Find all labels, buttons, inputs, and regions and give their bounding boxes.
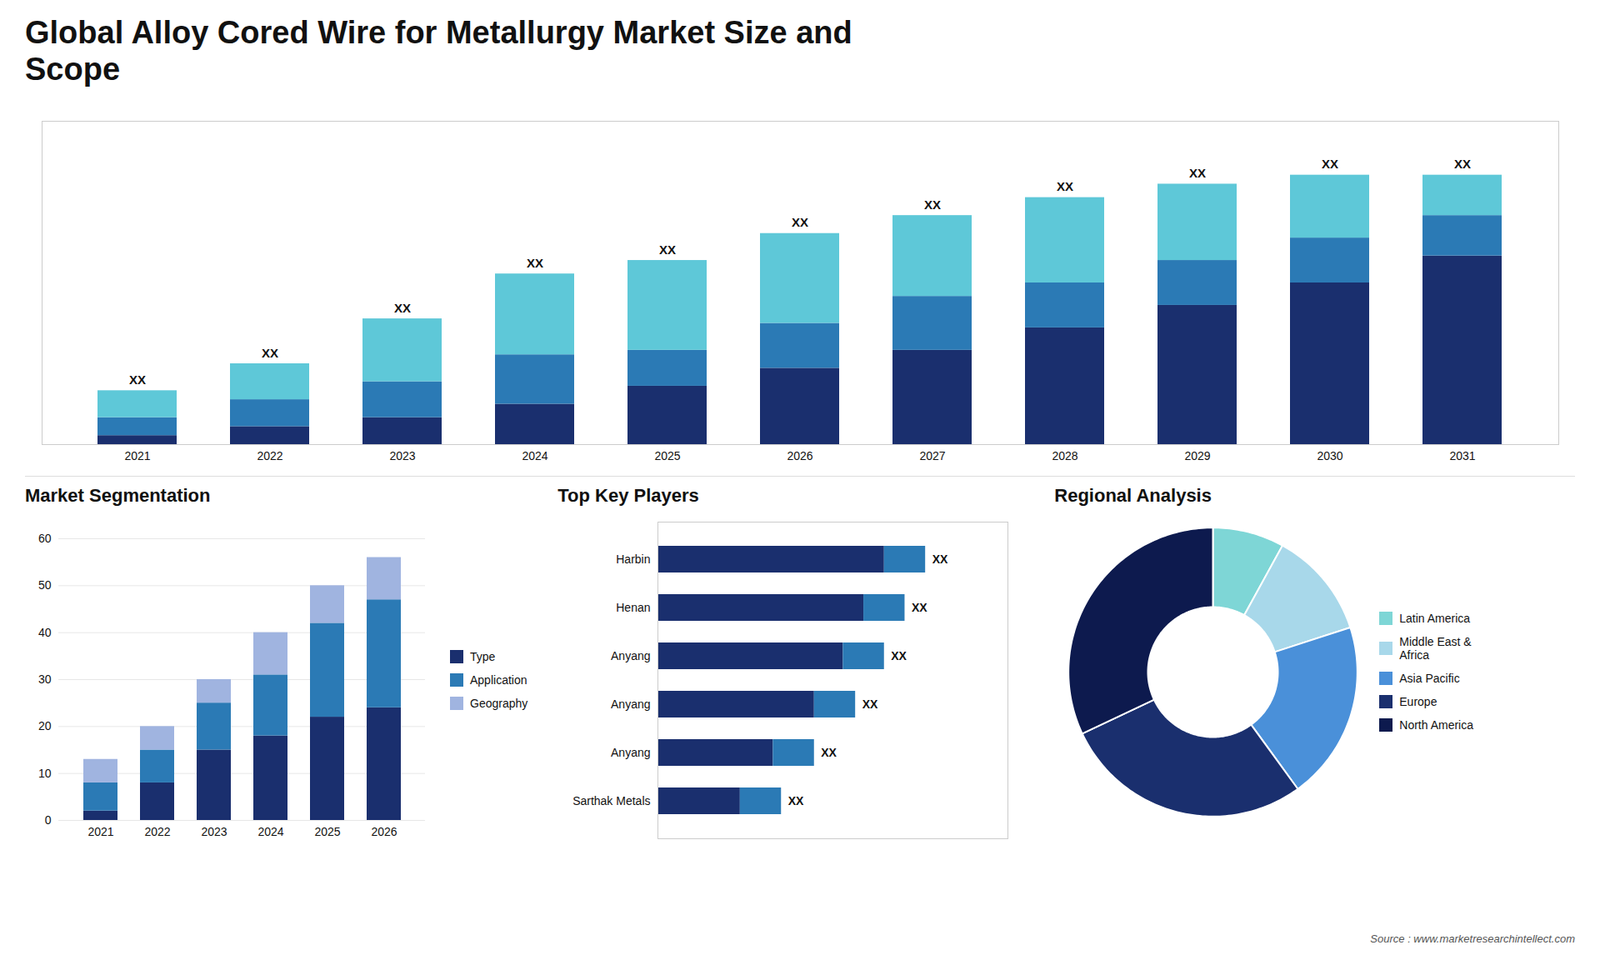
svg-text:XX: XX <box>129 372 146 387</box>
svg-text:2021: 2021 <box>124 450 150 464</box>
html-text:Middle East & Africa: Middle East & Africa <box>1399 635 1472 662</box>
svg-text:2023: 2023 <box>389 450 415 464</box>
svg-text:2023: 2023 <box>200 825 227 840</box>
svg-text:Anyang: Anyang <box>610 697 650 711</box>
svg-text:2031: 2031 <box>1449 450 1475 464</box>
svg-text:2026: 2026 <box>786 450 813 464</box>
svg-text:XX: XX <box>911 600 928 615</box>
html-text:Top Key Players: Top Key Players <box>557 485 699 507</box>
svg-text:XX: XX <box>526 255 544 270</box>
html-text:Geography: Geography <box>470 697 528 711</box>
svg-text:20: 20 <box>38 720 52 734</box>
html-text:Source : www.marketresearchint: Source : www.marketresearchintellect.com <box>1370 932 1575 945</box>
svg-text:XX: XX <box>924 197 941 212</box>
svg-text:XX: XX <box>1454 157 1471 172</box>
svg-text:2021: 2021 <box>87 825 114 840</box>
svg-text:2028: 2028 <box>1051 450 1078 464</box>
svg-text:XX: XX <box>659 242 676 257</box>
html-text:Global Alloy Cored Wire for Me: Global Alloy Cored Wire for Metallurgy M… <box>25 15 853 87</box>
svg-text:XX: XX <box>791 215 809 230</box>
svg-text:XX: XX <box>1056 179 1074 194</box>
svg-text:Harbin: Harbin <box>616 552 651 566</box>
svg-text:XX: XX <box>862 697 879 711</box>
svg-text:XX: XX <box>1189 165 1206 180</box>
svg-text:2029: 2029 <box>1184 450 1210 464</box>
html-text:Type: Type <box>470 650 496 664</box>
svg-text:0: 0 <box>45 813 52 827</box>
svg-text:Henan: Henan <box>616 600 651 615</box>
svg-text:Anyang: Anyang <box>610 745 650 760</box>
svg-text:2022: 2022 <box>256 450 283 464</box>
html-text:Latin America: Latin America <box>1399 612 1471 626</box>
html-text:Market Segmentation: Market Segmentation <box>25 485 211 507</box>
svg-text:2026: 2026 <box>370 825 397 840</box>
svg-text:2025: 2025 <box>314 825 340 840</box>
svg-text:XX: XX <box>261 345 279 360</box>
svg-text:XX: XX <box>821 745 838 760</box>
svg-text:XX: XX <box>891 649 908 663</box>
html-text:Application: Application <box>470 673 528 687</box>
svg-text:40: 40 <box>38 625 52 640</box>
svg-text:2025: 2025 <box>654 450 680 464</box>
html-text:North America: North America <box>1399 718 1474 732</box>
svg-text:10: 10 <box>38 766 52 780</box>
svg-text:60: 60 <box>38 531 52 545</box>
svg-text:Sarthak Metals: Sarthak Metals <box>572 794 650 808</box>
html-text:Europe: Europe <box>1399 695 1437 709</box>
svg-text:XX: XX <box>788 794 805 808</box>
svg-text:2022: 2022 <box>144 825 170 840</box>
svg-text:Anyang: Anyang <box>610 649 650 663</box>
svg-text:50: 50 <box>38 579 52 593</box>
svg-text:2027: 2027 <box>919 450 945 464</box>
svg-text:2024: 2024 <box>257 825 284 840</box>
svg-text:XX: XX <box>1321 157 1339 172</box>
html-text:Asia Pacific: Asia Pacific <box>1399 672 1460 686</box>
svg-text:30: 30 <box>38 672 52 686</box>
svg-text:XX: XX <box>394 300 411 315</box>
svg-text:2024: 2024 <box>521 450 548 464</box>
html-text:Regional Analysis: Regional Analysis <box>1054 485 1212 507</box>
svg-text:XX: XX <box>932 552 949 566</box>
svg-text:2030: 2030 <box>1316 450 1343 464</box>
